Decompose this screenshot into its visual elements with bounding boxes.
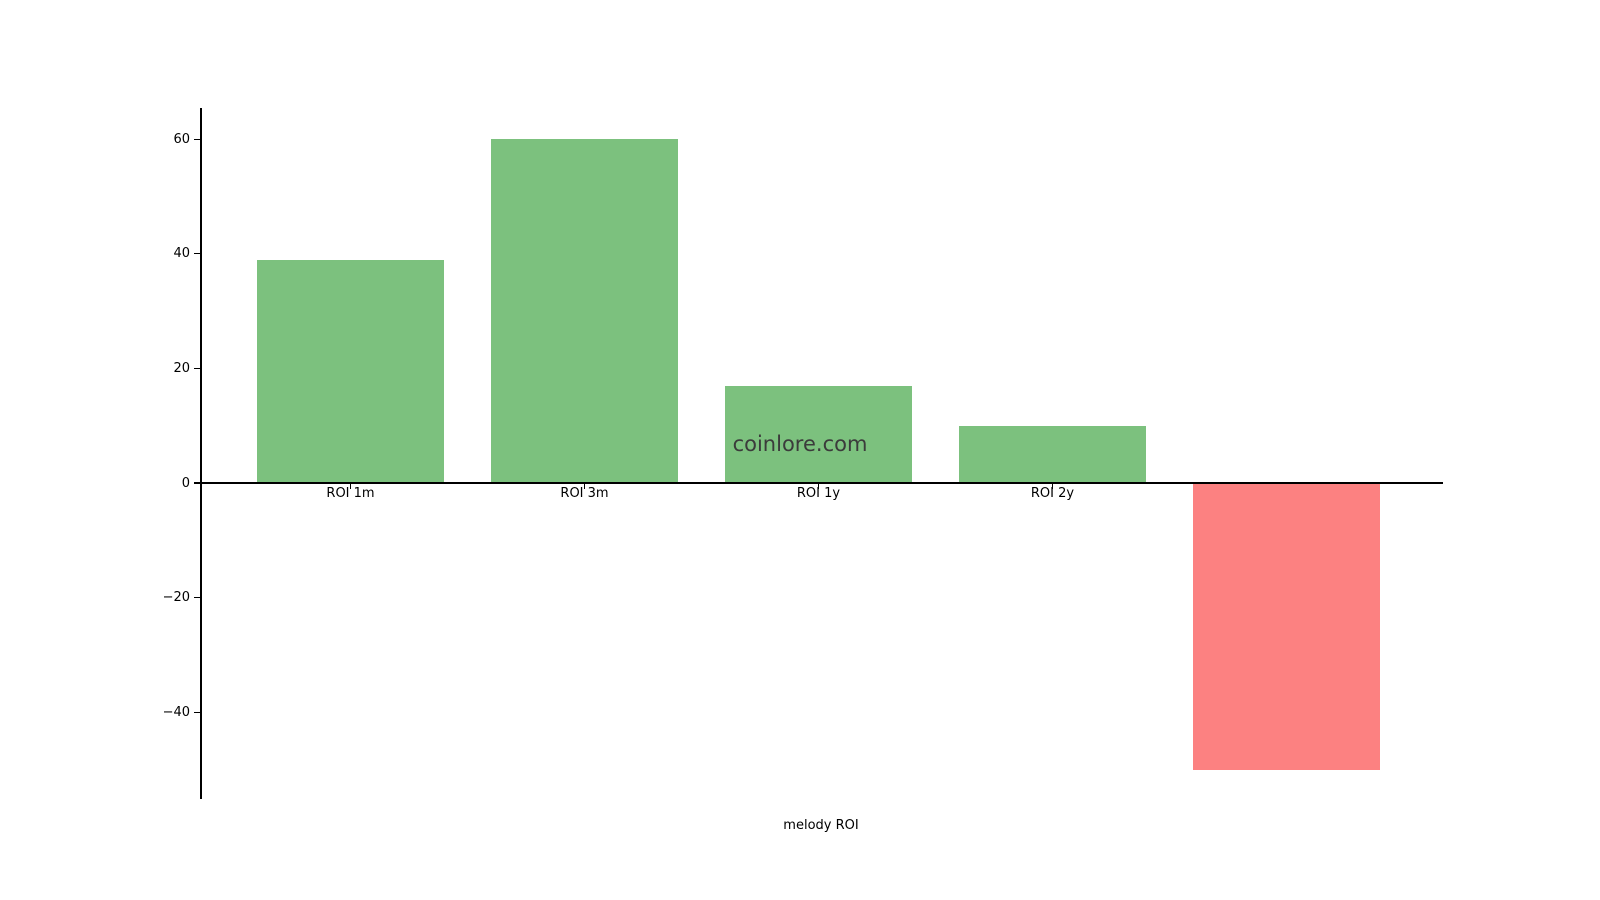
y-tick-mark (194, 711, 200, 713)
bar-roi-1m (256, 259, 445, 483)
x-tick-mark (817, 483, 820, 489)
bar-bar-5 (1192, 483, 1381, 770)
y-tick-mark (194, 482, 200, 484)
bar-roi-1y (724, 385, 913, 483)
y-tick-mark (194, 597, 200, 599)
bar-roi-2y (958, 425, 1147, 483)
y-tick-label: 40 (173, 246, 190, 262)
x-tick-mark (1051, 483, 1054, 489)
y-tick-label: 0 (181, 475, 190, 491)
y-tick-label: 60 (173, 131, 190, 147)
y-tick-label: 20 (173, 360, 190, 376)
x-axis-line (200, 482, 1443, 484)
x-tick-label: ROI 1y (796, 486, 841, 501)
x-tick-label: ROI 3m (560, 486, 609, 501)
y-tick-label: −40 (162, 704, 190, 720)
bar-roi-3m (490, 139, 679, 483)
y-tick-label: −20 (162, 590, 190, 606)
y-tick-mark (194, 138, 200, 140)
x-tick-mark (583, 483, 586, 489)
watermark-text: coinlore.com (732, 432, 868, 456)
x-tick-label: ROI 2y (1030, 486, 1075, 501)
y-tick-mark (194, 253, 200, 255)
x-tick-label: ROI 1m (326, 486, 375, 501)
y-tick-mark (194, 367, 200, 369)
x-tick-mark (349, 483, 352, 489)
y-axis-spine (200, 108, 202, 799)
x-axis-title: melody ROI (783, 818, 859, 833)
